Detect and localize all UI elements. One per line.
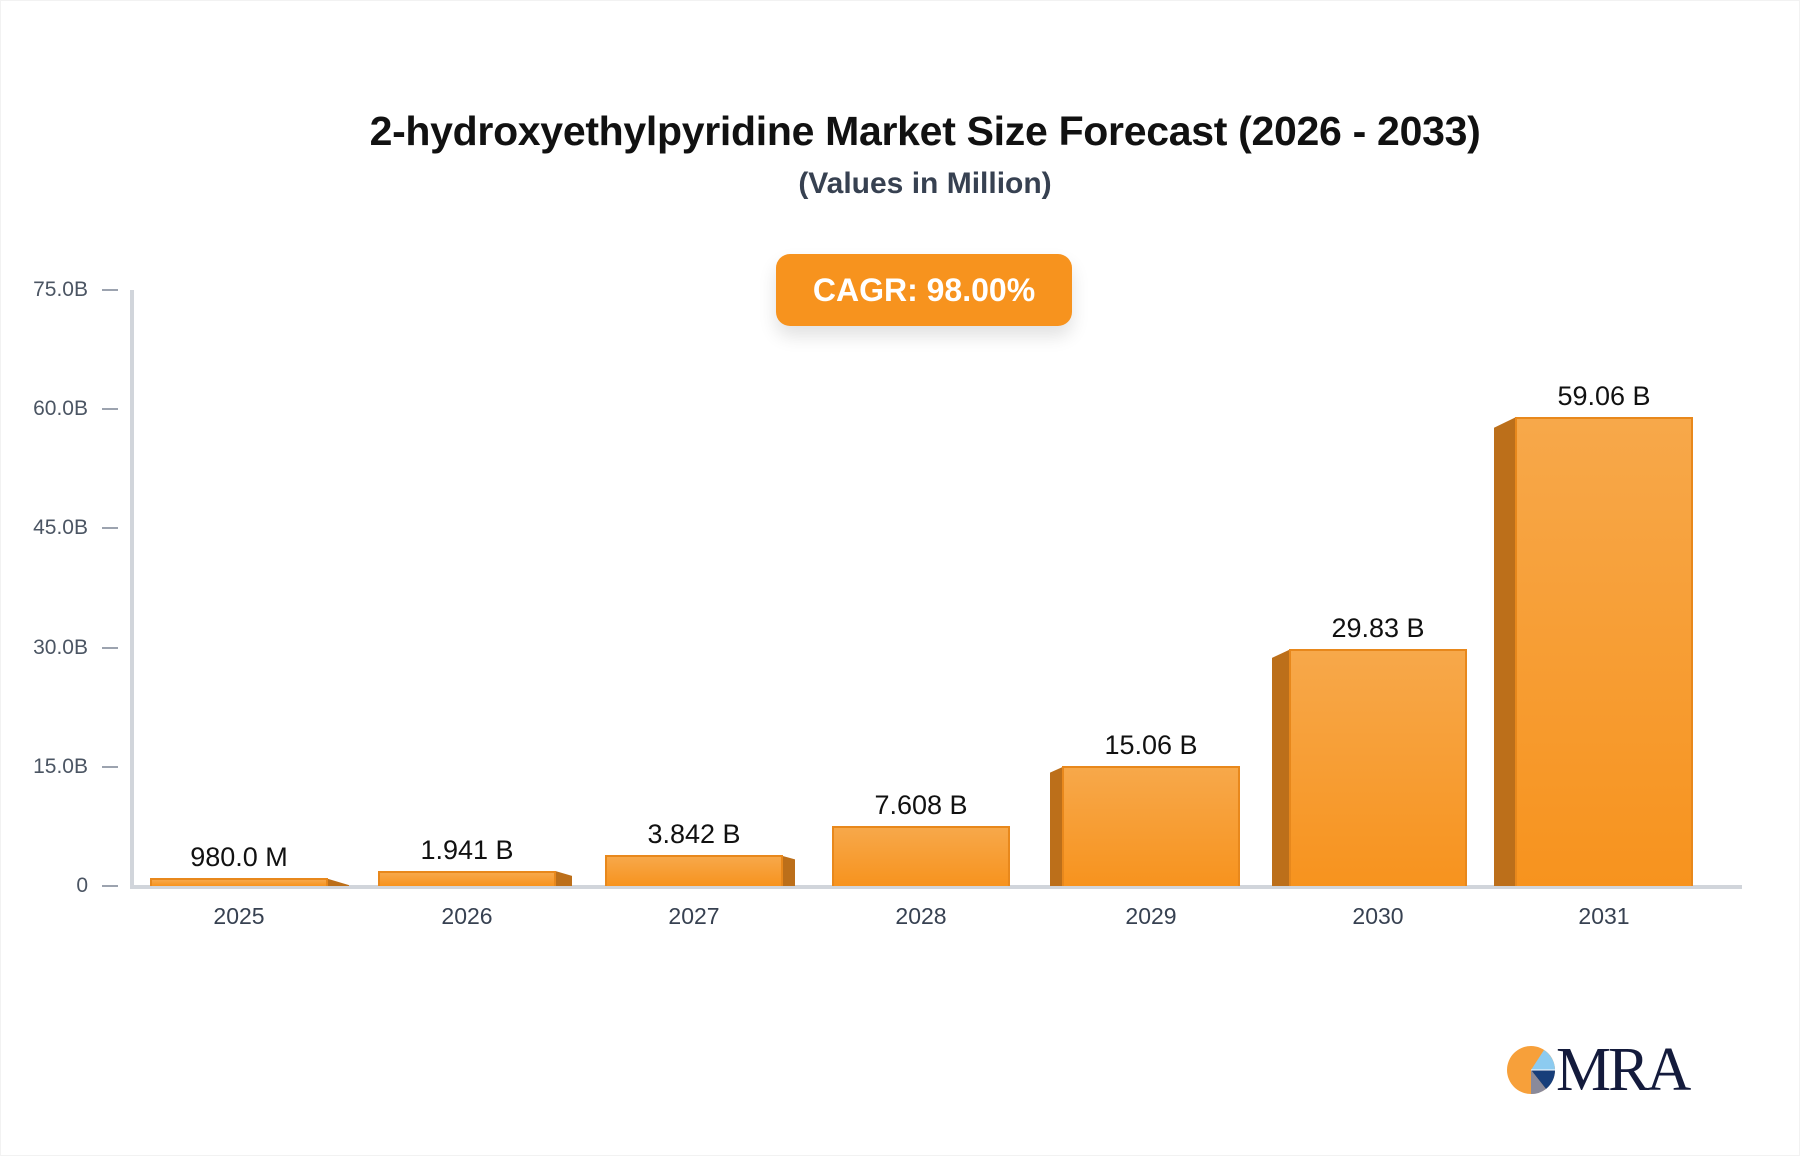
bar-value-label: 980.0 M bbox=[190, 842, 288, 873]
bar-2025[interactable] bbox=[150, 878, 328, 886]
logo-text: MRA bbox=[1556, 1036, 1691, 1104]
x-tick-label: 2031 bbox=[1578, 903, 1630, 929]
cagr-label: CAGR: 98.00% bbox=[812, 271, 1036, 308]
bar-value-label: 15.06 B bbox=[1104, 730, 1198, 761]
x-tick-label: 2026 bbox=[441, 903, 493, 929]
y-axis-line bbox=[130, 290, 134, 888]
y-tick bbox=[102, 408, 118, 411]
bar-side bbox=[1050, 766, 1064, 886]
y-tick-label: 30.0B bbox=[33, 635, 88, 659]
chart-subtitle: (Values in Million) bbox=[798, 167, 1052, 200]
bar-side bbox=[1272, 648, 1291, 886]
mra-logo: MRA bbox=[1506, 1036, 1691, 1104]
bar-value-label: 7.608 B bbox=[874, 789, 968, 820]
bar-2028[interactable] bbox=[832, 825, 1010, 886]
bar-value-label: 1.941 B bbox=[420, 834, 514, 865]
bar-value-label: 29.83 B bbox=[1331, 612, 1425, 643]
y-tick bbox=[102, 646, 118, 649]
x-axis-line bbox=[130, 885, 1742, 889]
x-tick-label: 2028 bbox=[895, 903, 947, 929]
x-tick-label: 2030 bbox=[1352, 903, 1404, 929]
y-tick-label: 0 bbox=[76, 874, 88, 897]
x-tick-label: 2025 bbox=[213, 903, 265, 929]
bar-side bbox=[781, 855, 795, 886]
bar-side bbox=[326, 878, 349, 886]
y-tick-label: 75.0B bbox=[33, 278, 88, 301]
bar-2031[interactable] bbox=[1515, 416, 1693, 886]
y-tick bbox=[102, 765, 118, 768]
y-tick bbox=[102, 289, 118, 291]
bar-side bbox=[1494, 416, 1517, 886]
x-tick-label: 2027 bbox=[668, 903, 720, 929]
y-tick bbox=[102, 885, 118, 887]
bar-2026[interactable] bbox=[378, 870, 556, 886]
bar-2030[interactable] bbox=[1289, 648, 1467, 886]
cagr-badge: CAGR: 98.00% bbox=[776, 254, 1072, 326]
y-tick-label: 15.0B bbox=[33, 754, 88, 778]
y-tick-label: 45.0B bbox=[33, 516, 88, 540]
bar-2027[interactable] bbox=[605, 855, 783, 886]
pie-chart-logo-icon bbox=[1507, 1046, 1556, 1095]
y-tick bbox=[102, 527, 118, 530]
bar-value-label: 3.842 B bbox=[647, 819, 741, 850]
x-tick-label: 2029 bbox=[1125, 903, 1177, 929]
chart-title: 2-hydroxyethylpyridine Market Size Forec… bbox=[369, 108, 1481, 154]
bar-2029[interactable] bbox=[1062, 766, 1240, 886]
bar-value-label: 59.06 B bbox=[1557, 380, 1651, 411]
y-tick-label: 60.0B bbox=[33, 397, 88, 421]
